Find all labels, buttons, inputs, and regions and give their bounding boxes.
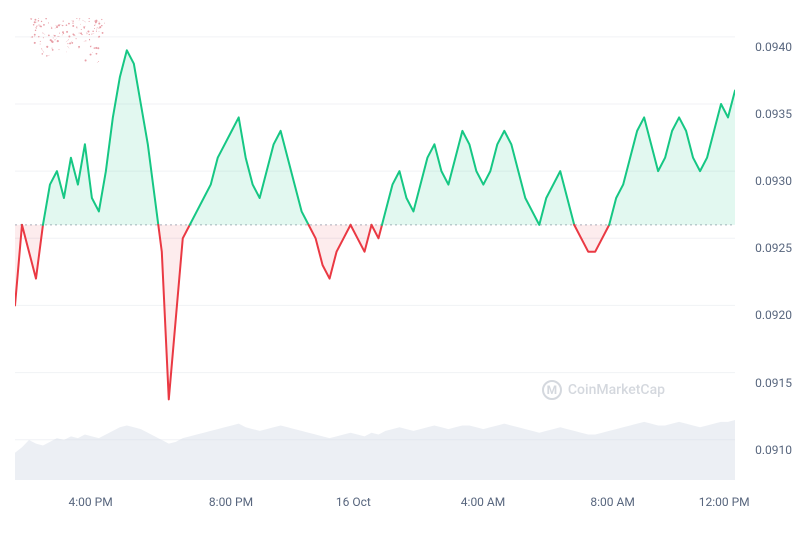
y-axis-tick: 0.0940 bbox=[755, 40, 792, 54]
y-axis-tick: 0.0920 bbox=[755, 308, 792, 322]
coinmarketcap-icon: M bbox=[542, 380, 562, 400]
y-axis-tick: 0.0915 bbox=[755, 376, 792, 390]
x-axis-tick: 4:00 PM bbox=[69, 495, 113, 509]
y-axis-tick: 0.0930 bbox=[755, 174, 792, 188]
volume-area bbox=[15, 420, 735, 480]
x-axis-tick: 4:00 AM bbox=[461, 495, 505, 509]
x-axis: 4:00 PM8:00 PM16 Oct4:00 AM8:00 AM12:00 … bbox=[15, 495, 735, 515]
chart-svg bbox=[15, 10, 735, 480]
watermark-text: CoinMarketCap bbox=[568, 382, 665, 398]
x-axis-tick: 8:00 PM bbox=[209, 495, 253, 509]
y-axis-tick: 0.0910 bbox=[755, 443, 792, 457]
price-chart: M CoinMarketCap bbox=[15, 10, 735, 480]
x-axis-tick: 8:00 AM bbox=[590, 495, 634, 509]
y-axis-tick: 0.0925 bbox=[755, 241, 792, 255]
y-axis: 0.0910 0.0915 0.0920 0.0925 0.0930 0.0935 0.09… bbox=[740, 10, 800, 480]
logo-scatter bbox=[30, 18, 105, 63]
y-axis-tick: 0.0935 bbox=[755, 107, 792, 121]
x-axis-tick: 12:00 PM bbox=[699, 495, 750, 509]
watermark: M CoinMarketCap bbox=[542, 380, 665, 400]
x-axis-tick: 16 Oct bbox=[336, 495, 371, 509]
